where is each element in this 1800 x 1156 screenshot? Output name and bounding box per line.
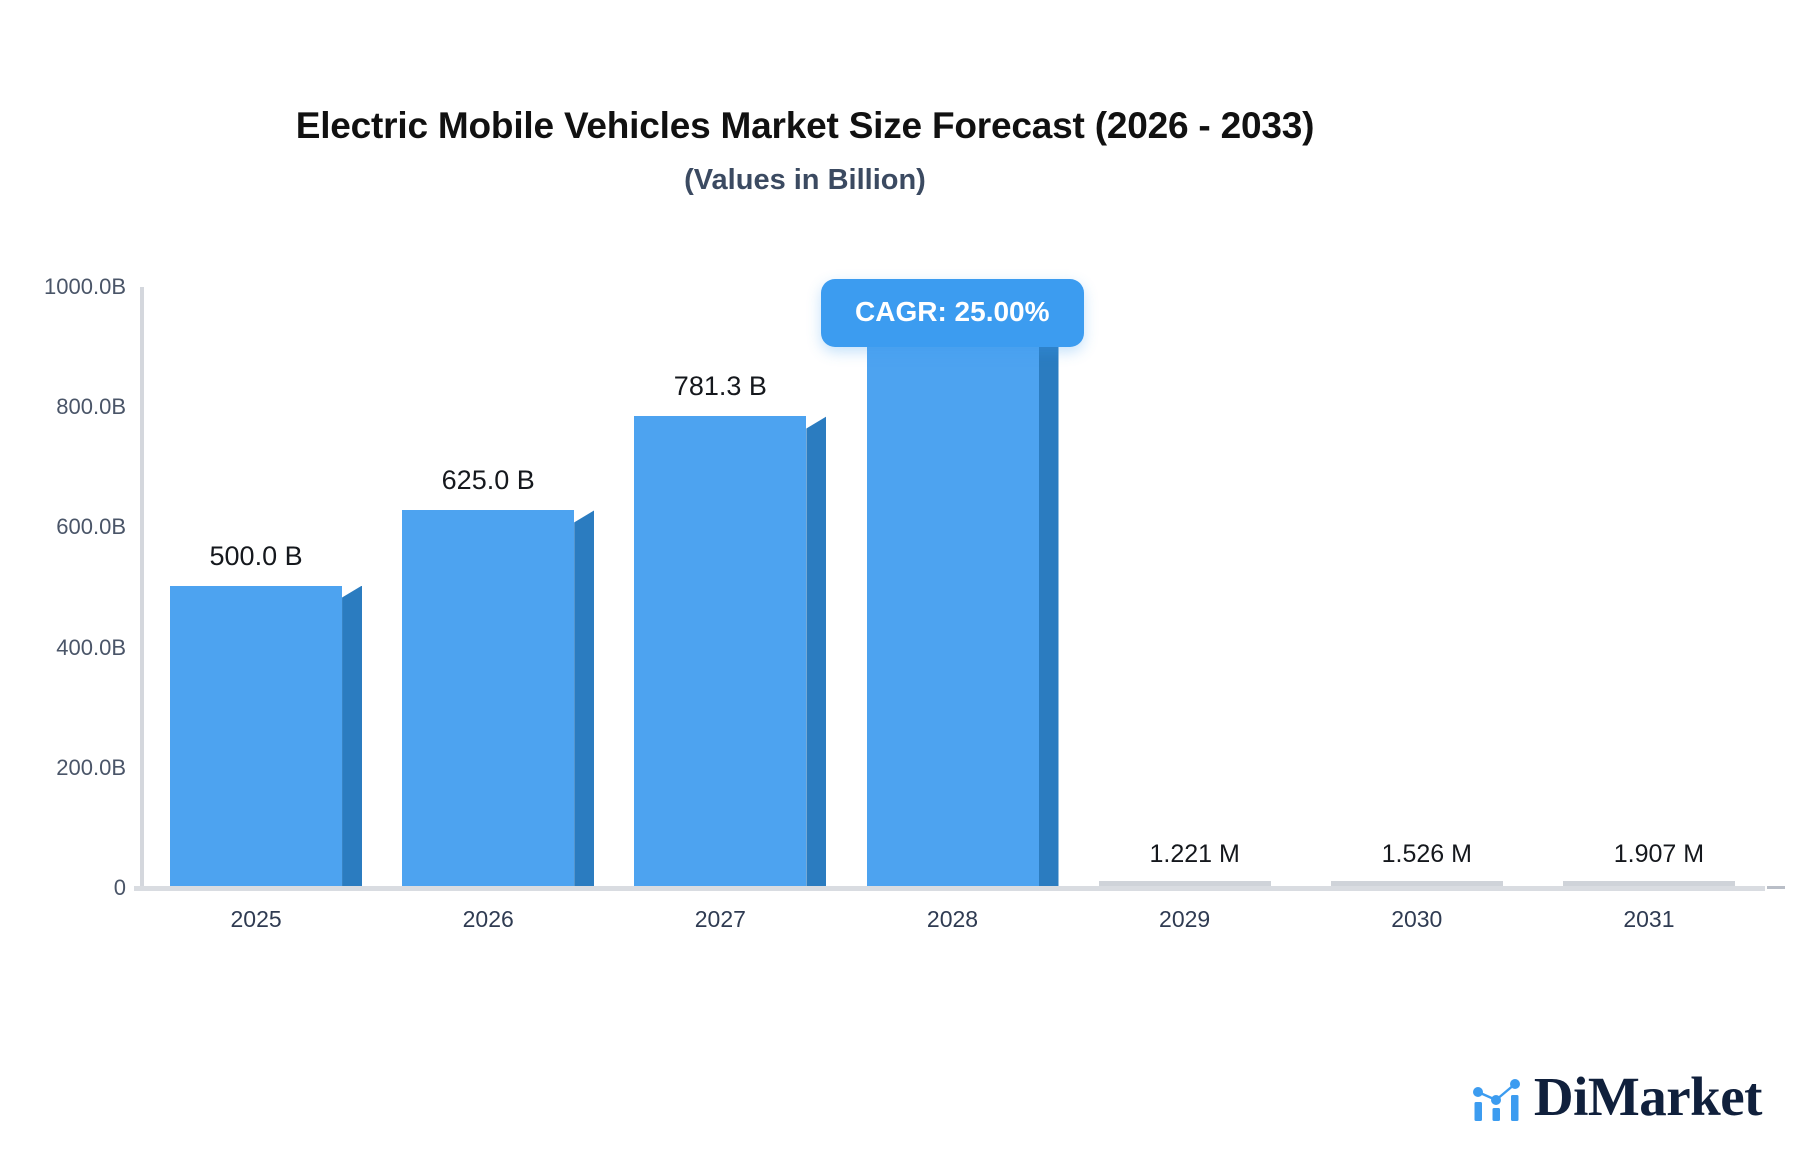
cagr-badge: CAGR: 25.00% — [821, 279, 1084, 348]
bar-value-label-2029: 1.221 M — [1149, 840, 1240, 868]
bar-group-2030[interactable]: 1.526 M — [1330, 285, 1503, 886]
dimarket-logo: DiMarket — [1471, 1066, 1763, 1127]
logo-text: DiMarket — [1533, 1066, 1763, 1127]
bar-side-2026 — [574, 510, 595, 886]
bar-side-2028 — [1038, 299, 1059, 886]
bar-2030[interactable] — [1330, 881, 1503, 886]
bar-group-2026[interactable]: 625.0 B — [402, 285, 595, 886]
bar-2026[interactable] — [402, 510, 575, 886]
bar-group-2029[interactable]: 1.221 M — [1098, 285, 1271, 886]
y-axis-tick-labels: 1000.0B 800.0B 600.0B 400.0B 200.0B 0 — [0, 274, 126, 900]
bars-layer: 500.0 B 625.0 B 781.3 B 1.221 M 1.526 M 1.907… — [140, 285, 1765, 890]
bar-group-2031[interactable]: 1.907 M — [1562, 285, 1735, 886]
bar-value-label-2027: 781.3 B — [673, 371, 767, 402]
y-axis-line — [140, 287, 144, 888]
bar-value-label-2030: 1.526 M — [1381, 840, 1472, 868]
bar-side-2027 — [806, 416, 827, 886]
bar-2028[interactable] — [866, 299, 1039, 886]
bar-2027[interactable] — [634, 416, 807, 886]
bar-2031[interactable] — [1562, 881, 1735, 886]
x-axis-label-2031[interactable]: 2031 — [1623, 906, 1675, 932]
y-axis-tick-label: 1000.0B — [44, 274, 126, 299]
x-axis-label-2030[interactable]: 2030 — [1391, 906, 1443, 932]
bar-value-label-2025: 500.0 B — [209, 540, 303, 571]
title-block: Electric Mobile Vehicles Market Size For… — [0, 105, 1610, 197]
x-axis-label-2029[interactable]: 2029 — [1159, 906, 1211, 932]
x-axis-tick-labels: 2025 2026 2027 2028 2029 2030 2031 — [140, 906, 1765, 946]
y-axis-tick-label: 400.0B — [56, 634, 126, 660]
y-axis-tick-label: 800.0B — [56, 394, 126, 420]
bar-group-2028[interactable] — [866, 285, 1059, 886]
x-axis-label-2026[interactable]: 2026 — [462, 906, 514, 932]
bar-2029[interactable] — [1098, 881, 1271, 886]
y-axis-tick-label: 600.0B — [56, 514, 126, 540]
y-axis-zero-tick — [1767, 886, 1785, 889]
chart-title: Electric Mobile Vehicles Market Size For… — [295, 105, 1315, 146]
x-axis-label-2027[interactable]: 2027 — [694, 906, 746, 932]
x-axis-label-2025[interactable]: 2025 — [230, 906, 282, 932]
bar-group-2025[interactable]: 500.0 B — [170, 285, 363, 886]
bar-2025[interactable] — [170, 585, 343, 886]
x-axis-line — [134, 886, 1765, 891]
bar-chart-dots-icon — [1471, 1071, 1523, 1123]
y-axis-tick-label: 0 — [113, 875, 126, 900]
x-axis-label-2028[interactable]: 2028 — [926, 906, 979, 932]
plot-area: 1000.0B 800.0B 600.0B 400.0B 200.0B 0 500.0 B… — [44, 274, 1785, 900]
bar-value-label-2026: 625.0 B — [441, 465, 535, 496]
bar-side-2025 — [342, 585, 363, 886]
bar-value-label-2031: 1.907 M — [1613, 840, 1705, 868]
bar-group-2027[interactable]: 781.3 B — [634, 285, 827, 886]
chart-subtitle: (Values in Billion) — [684, 163, 926, 196]
y-axis-tick-label: 200.0B — [56, 754, 126, 780]
